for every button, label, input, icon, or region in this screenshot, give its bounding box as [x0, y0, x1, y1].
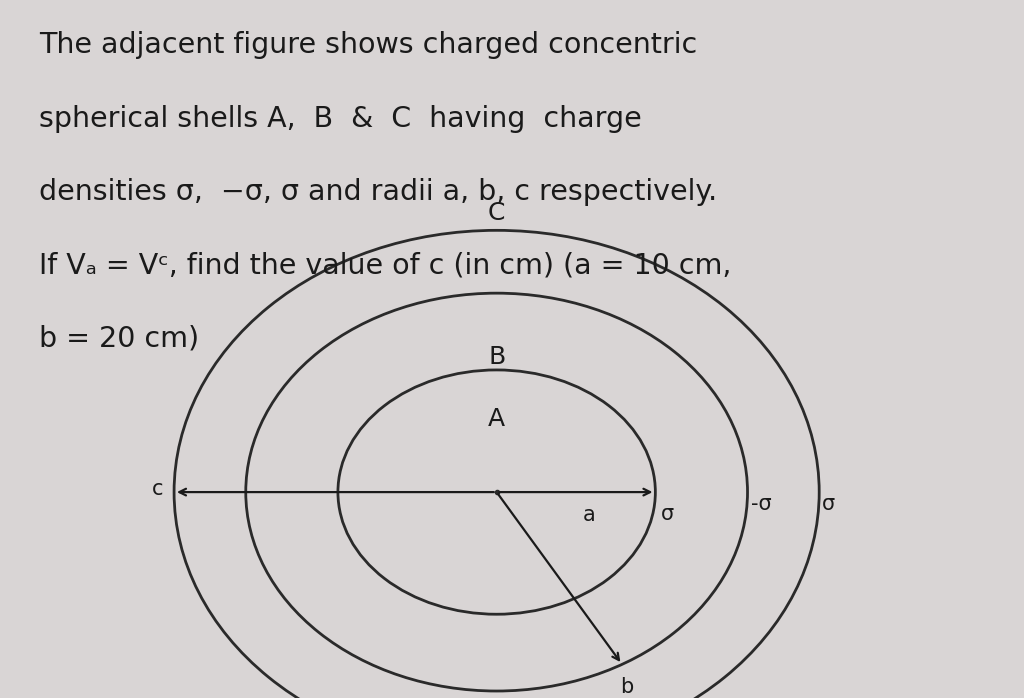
Text: σ: σ: [660, 504, 674, 524]
Text: C: C: [488, 201, 505, 225]
Text: The adjacent figure shows charged concentric: The adjacent figure shows charged concen…: [39, 31, 697, 59]
Text: B: B: [488, 345, 505, 369]
Text: c: c: [153, 479, 164, 498]
Text: densities σ,  −σ, σ and radii a, b, c respectively.: densities σ, −σ, σ and radii a, b, c res…: [39, 178, 717, 206]
Text: A: A: [488, 407, 505, 431]
Text: spherical shells A,  B  &  C  having  charge: spherical shells A, B & C having charge: [39, 105, 642, 133]
Text: If Vₐ = Vᶜ, find the value of c (in cm) (a = 10 cm,: If Vₐ = Vᶜ, find the value of c (in cm) …: [39, 251, 731, 279]
Text: -σ: -σ: [751, 494, 771, 514]
Text: a: a: [583, 505, 595, 525]
Text: b: b: [621, 677, 634, 697]
Text: b = 20 cm): b = 20 cm): [39, 325, 199, 352]
Text: σ: σ: [822, 494, 836, 514]
